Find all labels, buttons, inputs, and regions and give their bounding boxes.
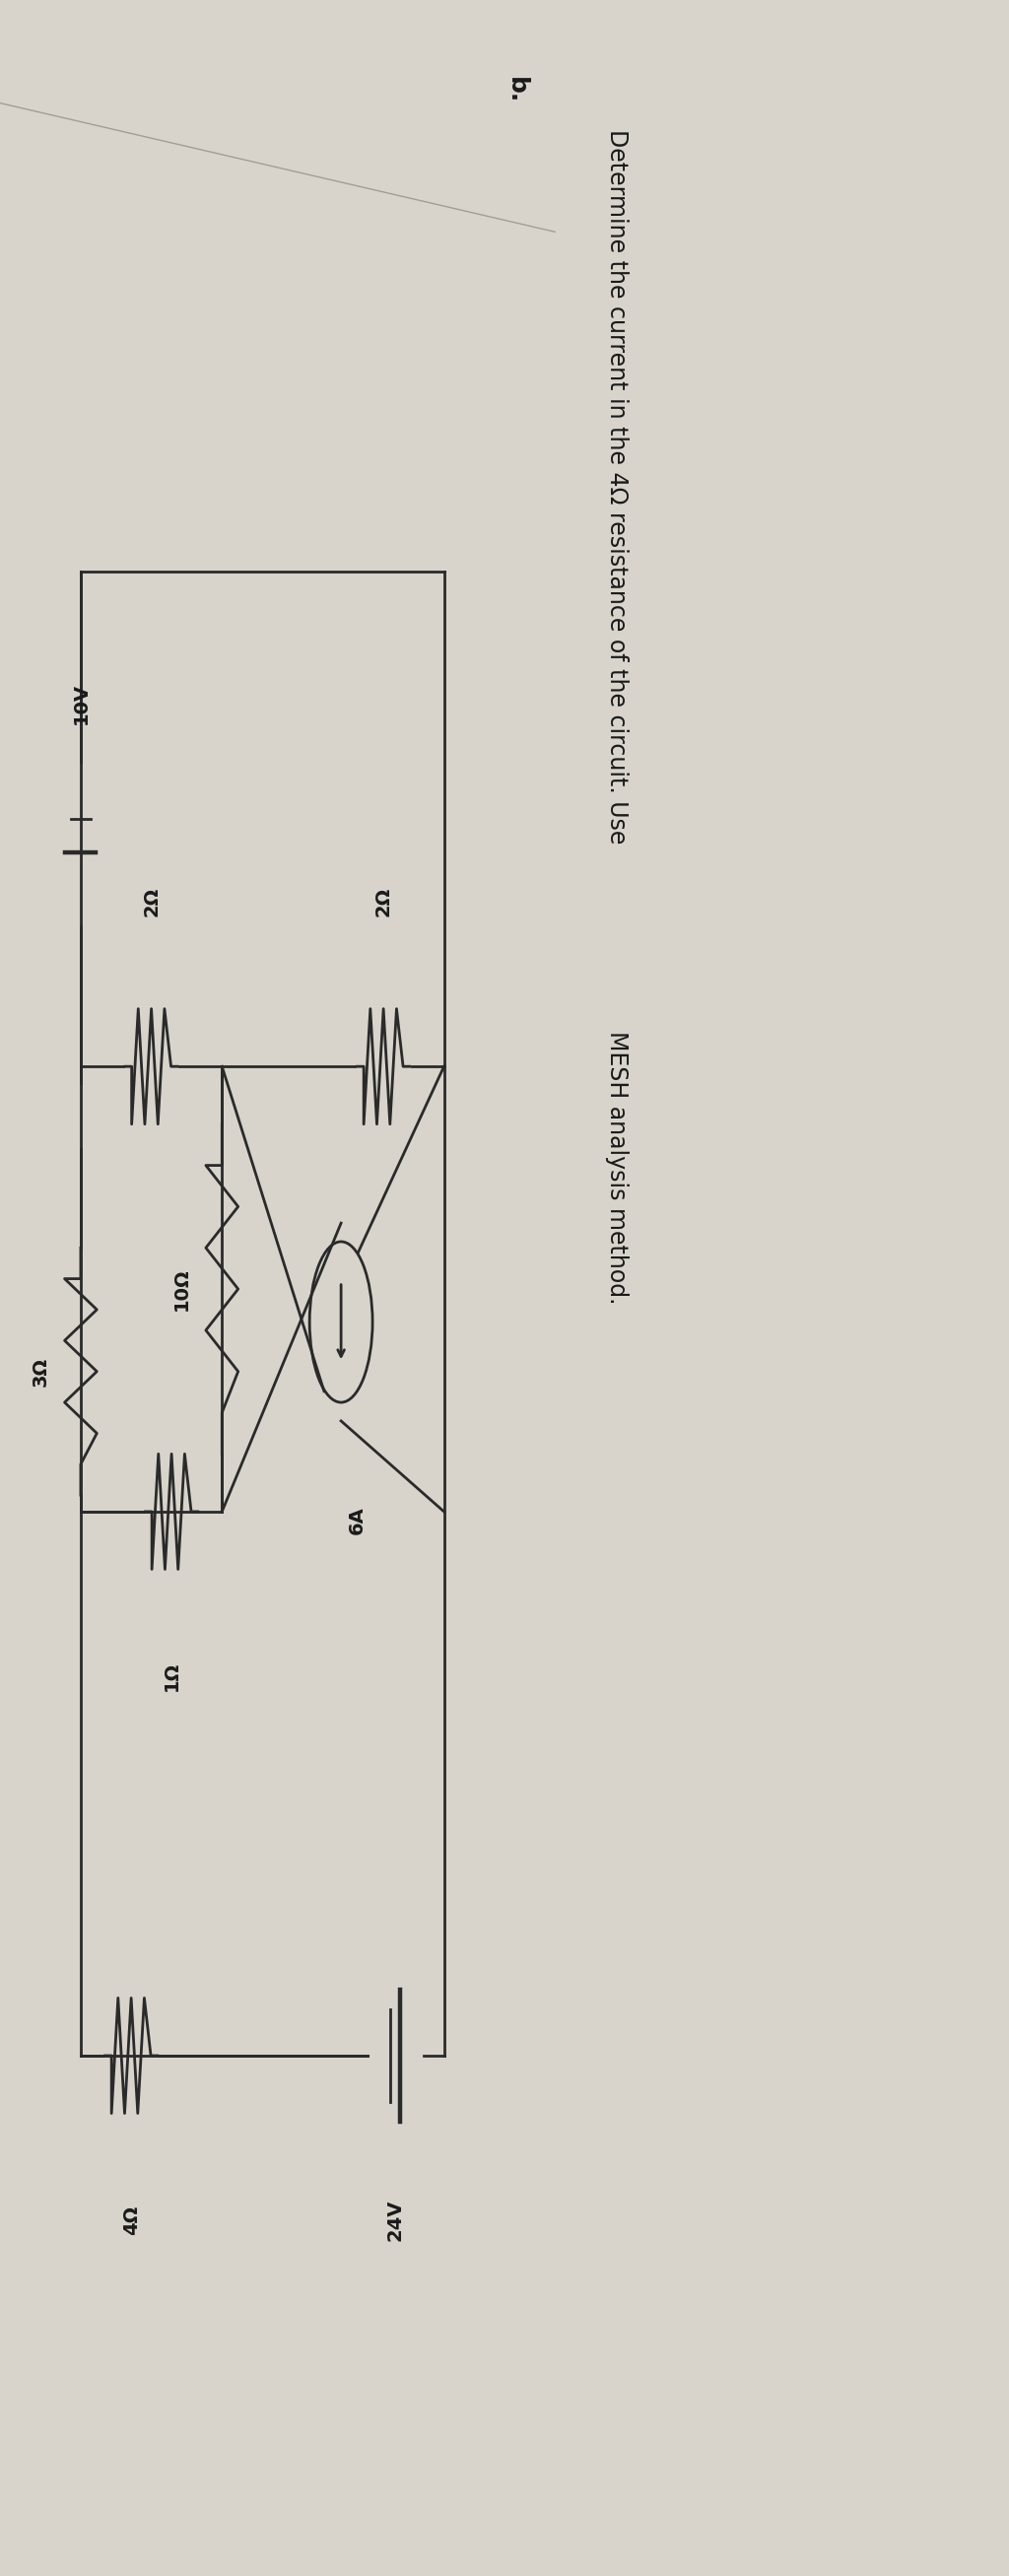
Text: 4Ω: 4Ω — [122, 2205, 140, 2236]
Text: 3Ω: 3Ω — [31, 1358, 49, 1386]
Text: 2Ω: 2Ω — [142, 886, 160, 917]
Text: b.: b. — [504, 77, 528, 103]
Text: 1Ω: 1Ω — [162, 1662, 181, 1692]
Text: 10V: 10V — [72, 683, 90, 724]
Text: MESH analysis method.: MESH analysis method. — [605, 1030, 629, 1303]
Text: 24V: 24V — [386, 2200, 405, 2241]
Text: 6A: 6A — [348, 1507, 366, 1533]
Text: 2Ω: 2Ω — [374, 886, 393, 917]
Text: 10Ω: 10Ω — [173, 1267, 191, 1311]
Text: Determine the current in the 4Ω resistance of the circuit. Use: Determine the current in the 4Ω resistan… — [605, 129, 629, 842]
